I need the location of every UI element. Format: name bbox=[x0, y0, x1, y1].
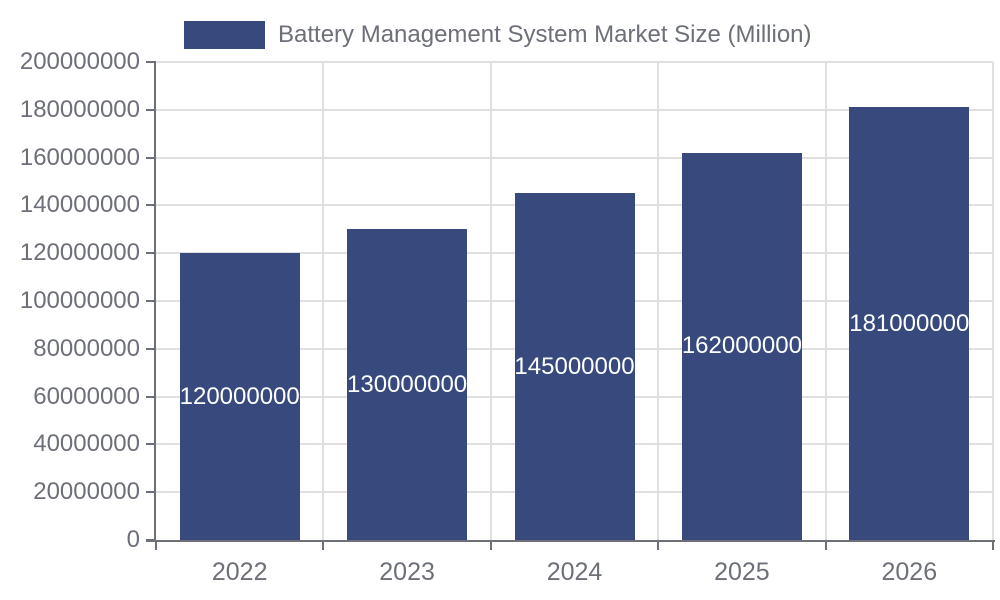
gridline-vertical bbox=[322, 62, 325, 540]
y-axis-tick bbox=[146, 61, 156, 63]
y-axis-tick bbox=[146, 491, 156, 494]
legend-item[interactable]: Battery Management System Market Size (M… bbox=[184, 21, 812, 49]
legend-label: Battery Management System Market Size (M… bbox=[278, 21, 812, 48]
y-axis-tick-label: 80000000 bbox=[33, 334, 140, 362]
x-axis-tick bbox=[657, 542, 660, 550]
y-axis-tick-label: 20000000 bbox=[33, 478, 140, 506]
y-axis-tick-label: 60000000 bbox=[33, 382, 140, 410]
legend-swatch bbox=[184, 21, 265, 49]
gridline-vertical bbox=[824, 62, 827, 540]
y-axis-tick bbox=[146, 204, 156, 207]
y-axis-tick bbox=[146, 395, 156, 398]
y-axis-tick bbox=[146, 347, 156, 350]
x-axis-tick-label: 2023 bbox=[379, 558, 435, 586]
bar-value-label: 130000000 bbox=[347, 370, 468, 398]
y-axis-tick-label: 180000000 bbox=[19, 95, 140, 123]
x-axis-tick-label: 2022 bbox=[211, 558, 268, 586]
y-axis-tick bbox=[146, 108, 156, 111]
gridline-vertical bbox=[992, 62, 994, 540]
y-axis-tick bbox=[146, 156, 156, 159]
bar[interactable] bbox=[179, 253, 300, 540]
x-axis-tick bbox=[322, 542, 325, 550]
gridline-horizontal bbox=[156, 61, 993, 63]
x-axis-tick bbox=[489, 542, 492, 550]
y-axis-tick-label: 0 bbox=[126, 526, 140, 553]
bar[interactable] bbox=[681, 152, 802, 540]
x-axis-tick-label: 2026 bbox=[881, 558, 938, 586]
y-axis-tick-label: 200000000 bbox=[19, 48, 140, 75]
bar[interactable] bbox=[514, 193, 635, 540]
x-axis-line bbox=[146, 540, 995, 542]
x-axis-tick-label: 2024 bbox=[546, 558, 603, 586]
y-axis-tick-label: 100000000 bbox=[19, 287, 140, 314]
bar-value-label: 145000000 bbox=[514, 352, 635, 380]
x-axis-tick bbox=[155, 542, 157, 550]
gridline-vertical bbox=[489, 62, 492, 540]
bar[interactable] bbox=[347, 229, 468, 540]
gridline-horizontal bbox=[156, 108, 993, 111]
gridline-vertical bbox=[657, 62, 660, 540]
y-axis-tick bbox=[146, 443, 156, 446]
y-axis-line bbox=[154, 62, 156, 542]
bar[interactable] bbox=[849, 107, 970, 540]
y-axis-tick-label: 140000000 bbox=[19, 191, 140, 219]
bar-value-label: 120000000 bbox=[179, 382, 300, 410]
y-axis-tick bbox=[146, 300, 156, 302]
x-axis-tick bbox=[992, 542, 994, 550]
x-axis-tick-label: 2025 bbox=[714, 558, 770, 586]
y-axis-tick bbox=[146, 252, 156, 255]
bar-value-label: 162000000 bbox=[681, 332, 802, 360]
y-axis-tick-label: 40000000 bbox=[33, 430, 140, 458]
x-axis-tick bbox=[824, 542, 827, 550]
bar-value-label: 181000000 bbox=[849, 309, 970, 337]
gridline-horizontal bbox=[156, 156, 993, 159]
y-axis-tick-label: 120000000 bbox=[19, 239, 140, 267]
y-axis-tick-label: 160000000 bbox=[19, 143, 140, 171]
